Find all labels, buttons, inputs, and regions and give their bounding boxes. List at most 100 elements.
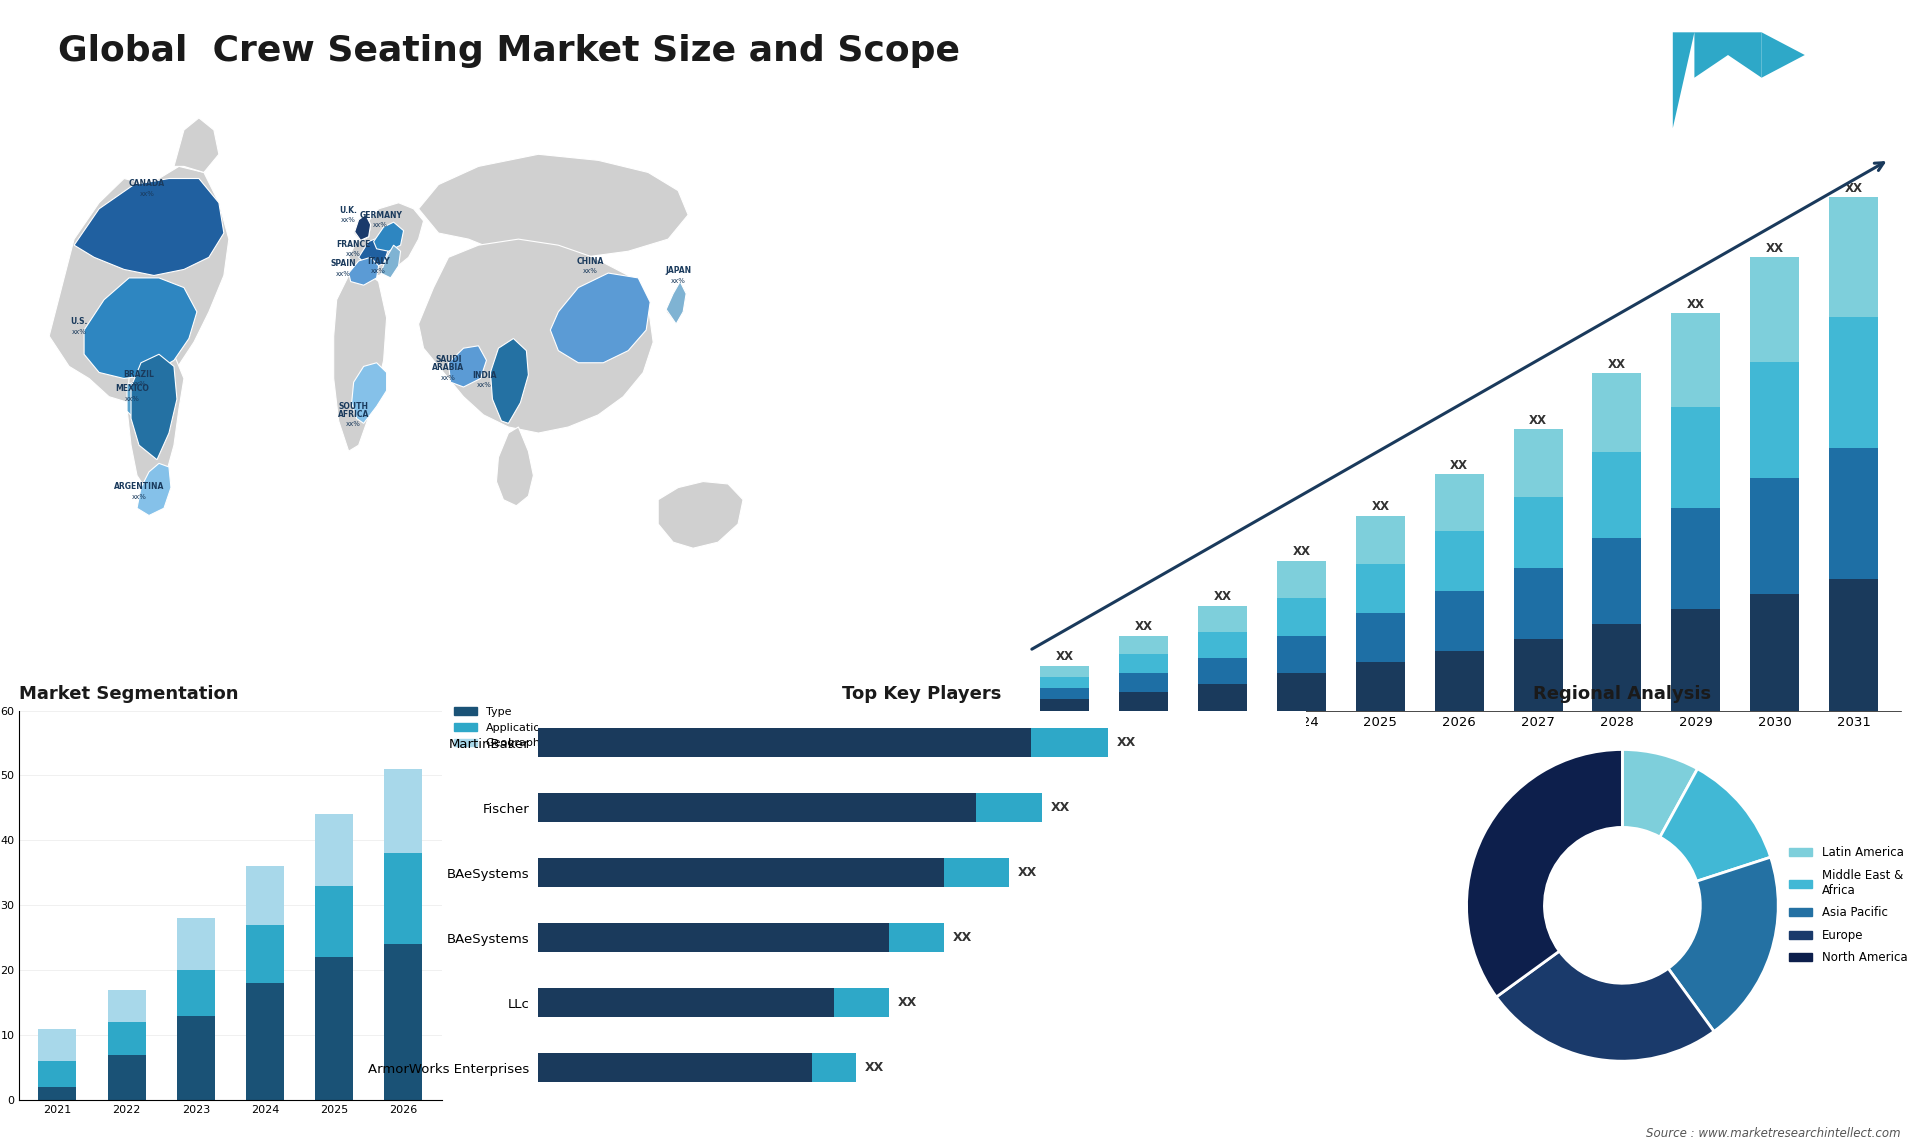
Text: Source : www.marketresearchintellect.com: Source : www.marketresearchintellect.com (1645, 1128, 1901, 1140)
Bar (1751, 478, 1799, 595)
Bar (177, 971, 215, 1015)
Text: xx%: xx% (336, 270, 351, 276)
Text: FRANCE: FRANCE (336, 240, 371, 249)
Text: Market Segmentation: Market Segmentation (19, 685, 238, 704)
Text: SOUTH
AFRICA: SOUTH AFRICA (338, 401, 369, 418)
Polygon shape (1672, 32, 1763, 128)
Polygon shape (419, 155, 687, 258)
Text: xx%: xx% (346, 251, 361, 258)
Bar (38, 1088, 77, 1100)
Legend: Type, Application, Geography: Type, Application, Geography (449, 702, 553, 753)
Bar (1670, 610, 1720, 711)
Bar (833, 988, 889, 1018)
Bar (943, 858, 1010, 887)
Bar (315, 886, 353, 957)
Polygon shape (666, 282, 685, 324)
Text: xx%: xx% (371, 268, 386, 274)
Bar (1751, 257, 1799, 362)
Text: xx%: xx% (140, 190, 154, 197)
Polygon shape (127, 343, 184, 494)
Bar (538, 858, 943, 887)
Polygon shape (374, 222, 403, 251)
Polygon shape (353, 215, 371, 242)
Text: INTELLECT: INTELLECT (1816, 101, 1870, 109)
Polygon shape (75, 179, 225, 275)
Bar (1434, 531, 1484, 590)
Text: XX: XX (952, 932, 972, 944)
Polygon shape (1763, 32, 1805, 78)
Bar (246, 983, 284, 1100)
Bar (177, 1015, 215, 1100)
Bar (177, 918, 215, 971)
Bar (1830, 197, 1878, 317)
Text: xx%: xx% (71, 329, 86, 335)
Text: CHINA: CHINA (576, 257, 605, 266)
Polygon shape (380, 245, 401, 277)
Polygon shape (349, 258, 378, 285)
Polygon shape (659, 481, 743, 548)
Bar (1513, 639, 1563, 711)
Polygon shape (131, 354, 177, 460)
Polygon shape (136, 463, 171, 516)
Circle shape (1544, 827, 1701, 983)
Wedge shape (1668, 857, 1778, 1031)
Text: XX: XX (1450, 460, 1469, 472)
Text: xx%: xx% (346, 421, 361, 427)
Polygon shape (349, 203, 424, 275)
Bar (1041, 666, 1089, 677)
Bar (108, 1054, 146, 1100)
Polygon shape (419, 240, 653, 433)
Bar (1434, 474, 1484, 531)
Bar (1356, 613, 1405, 661)
Bar (38, 1029, 77, 1061)
Text: CANADA: CANADA (129, 179, 165, 188)
Text: xx%: xx% (442, 375, 455, 380)
Legend: Latin America, Middle East &
Africa, Asia Pacific, Europe, North America: Latin America, Middle East & Africa, Asi… (1784, 841, 1912, 970)
Bar (1830, 448, 1878, 580)
Bar (315, 815, 353, 886)
Bar (315, 957, 353, 1100)
Bar (1277, 598, 1327, 636)
Bar (1751, 595, 1799, 711)
Bar (108, 990, 146, 1022)
Bar (1830, 580, 1878, 711)
Bar (1198, 684, 1248, 711)
Text: Global  Crew Seating Market Size and Scope: Global Crew Seating Market Size and Scop… (58, 34, 960, 69)
Bar (1670, 407, 1720, 508)
Bar (384, 854, 422, 944)
Text: xx%: xx% (132, 494, 146, 500)
Text: XX: XX (1050, 801, 1069, 815)
Text: BRAZIL: BRAZIL (123, 369, 154, 378)
Text: XX: XX (1117, 737, 1137, 749)
Bar (1356, 661, 1405, 711)
Bar (1356, 564, 1405, 613)
Bar (1513, 568, 1563, 639)
Polygon shape (497, 427, 534, 505)
Text: XX: XX (1528, 414, 1548, 427)
Title: Regional Analysis: Regional Analysis (1534, 685, 1711, 704)
Bar (1119, 654, 1167, 673)
Polygon shape (666, 282, 685, 324)
Text: xx%: xx% (342, 218, 355, 223)
Bar (1670, 508, 1720, 610)
Bar (1198, 605, 1248, 631)
Polygon shape (175, 118, 219, 172)
Bar (1277, 560, 1327, 598)
Bar (1277, 673, 1327, 711)
Text: JAPAN: JAPAN (664, 267, 691, 275)
Text: XX: XX (1688, 298, 1705, 311)
Bar (1592, 374, 1642, 452)
Text: SAUDI
ARABIA: SAUDI ARABIA (432, 355, 465, 372)
Text: XX: XX (1292, 545, 1311, 558)
Bar (889, 924, 943, 952)
Text: XX: XX (864, 1061, 883, 1074)
Polygon shape (50, 166, 228, 402)
Polygon shape (490, 338, 528, 423)
Text: xx%: xx% (372, 222, 388, 228)
Bar (1513, 497, 1563, 568)
Bar (1041, 677, 1089, 688)
Bar (1041, 699, 1089, 711)
Bar (384, 769, 422, 854)
Bar (1830, 317, 1878, 448)
Text: SPAIN: SPAIN (330, 259, 357, 268)
